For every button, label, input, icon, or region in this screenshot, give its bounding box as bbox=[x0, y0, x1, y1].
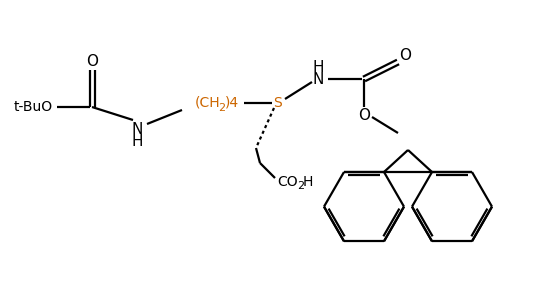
Text: O: O bbox=[86, 54, 98, 69]
Text: H: H bbox=[312, 60, 324, 76]
Text: CO: CO bbox=[277, 175, 298, 189]
Text: )4: )4 bbox=[225, 96, 239, 110]
Text: O: O bbox=[399, 49, 411, 63]
Text: H: H bbox=[303, 175, 313, 189]
Text: N: N bbox=[312, 72, 324, 86]
Text: 2: 2 bbox=[297, 181, 304, 191]
Text: (CH: (CH bbox=[195, 96, 221, 110]
Text: 2: 2 bbox=[218, 103, 225, 113]
Text: S: S bbox=[274, 96, 282, 110]
Text: O: O bbox=[358, 108, 370, 123]
Text: N: N bbox=[131, 123, 143, 137]
Text: t-BuO: t-BuO bbox=[14, 100, 52, 114]
Text: H: H bbox=[131, 134, 143, 149]
